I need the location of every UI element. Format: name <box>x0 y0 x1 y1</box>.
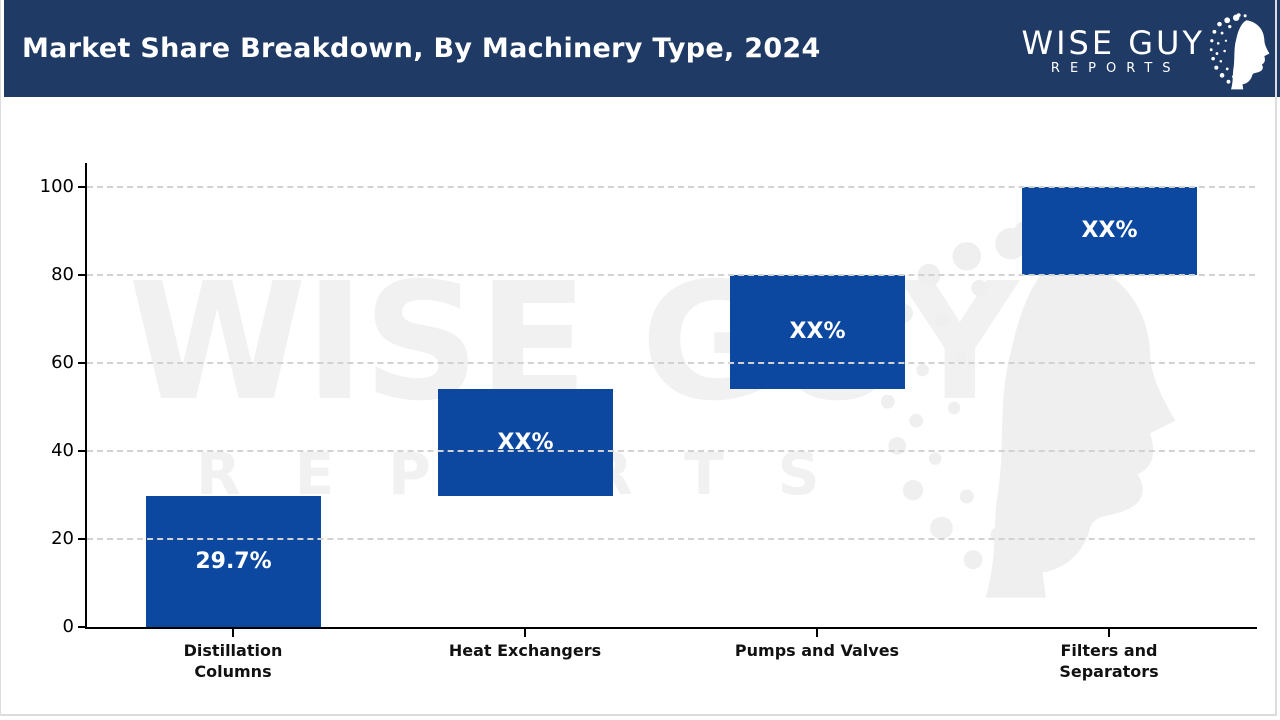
category-label-line: Separators <box>1059 662 1159 681</box>
y-axis-tick-label: 20 <box>51 528 74 549</box>
gridline-80 <box>87 274 1255 276</box>
x-axis-line <box>85 627 1257 629</box>
x-axis-tick <box>1108 629 1110 637</box>
y-axis-line <box>85 163 87 629</box>
category-label: Distillation Columns <box>103 640 363 682</box>
y-axis-tick-label: 0 <box>62 616 74 637</box>
y-axis-tick <box>78 186 86 188</box>
gridline-40 <box>87 450 1255 452</box>
bar-value-label: XX% <box>1081 218 1138 243</box>
y-axis-tick-label: 40 <box>51 440 74 461</box>
bar-value-label: XX% <box>497 430 554 455</box>
bar-2 <box>438 389 613 496</box>
bar-value-label: 29.7% <box>195 549 272 574</box>
category-label: Filters and Separators <box>979 640 1239 682</box>
y-axis-tick-label: 60 <box>51 352 74 373</box>
category-label-line: Columns <box>194 662 272 681</box>
y-axis-tick <box>78 362 86 364</box>
wiseguy-logo: WISE GUY REPORTS <box>1021 12 1272 90</box>
gridline-20 <box>87 538 1255 540</box>
x-axis-tick <box>232 629 234 637</box>
category-label-line: Distillation <box>183 641 283 660</box>
bar-4 <box>1022 187 1197 275</box>
y-axis-tick-label: 80 <box>51 264 74 285</box>
gridline-100 <box>87 186 1255 188</box>
x-axis-tick <box>816 629 818 637</box>
y-axis-tick <box>78 450 86 452</box>
logo-wordmark-line2: REPORTS <box>1050 60 1181 76</box>
chart-title: Market Share Breakdown, By Machinery Typ… <box>22 33 821 64</box>
y-axis-tick <box>78 538 86 540</box>
logo-wordmark: WISE GUY REPORTS <box>1021 26 1205 76</box>
header: Market Share Breakdown, By Machinery Typ… <box>4 0 1280 97</box>
category-label: Heat Exchangers <box>395 640 655 661</box>
bar-3 <box>730 275 905 389</box>
wiseguy-head-icon <box>1209 12 1270 89</box>
category-label: Pumps and Valves <box>687 640 947 661</box>
category-label-line: Heat Exchangers <box>448 641 602 660</box>
y-axis-tick-label: 100 <box>39 176 74 197</box>
y-axis-tick <box>78 274 86 276</box>
y-axis-tick <box>78 626 86 628</box>
x-axis-tick <box>524 629 526 637</box>
category-label-line: Pumps and Valves <box>734 641 900 660</box>
gridline-60 <box>87 362 1255 364</box>
logo-wordmark-line1: WISE GUY <box>1021 23 1205 62</box>
bar-value-label: XX% <box>789 319 846 344</box>
bar-1 <box>146 496 321 627</box>
category-label-line: Filters and <box>1060 641 1158 660</box>
